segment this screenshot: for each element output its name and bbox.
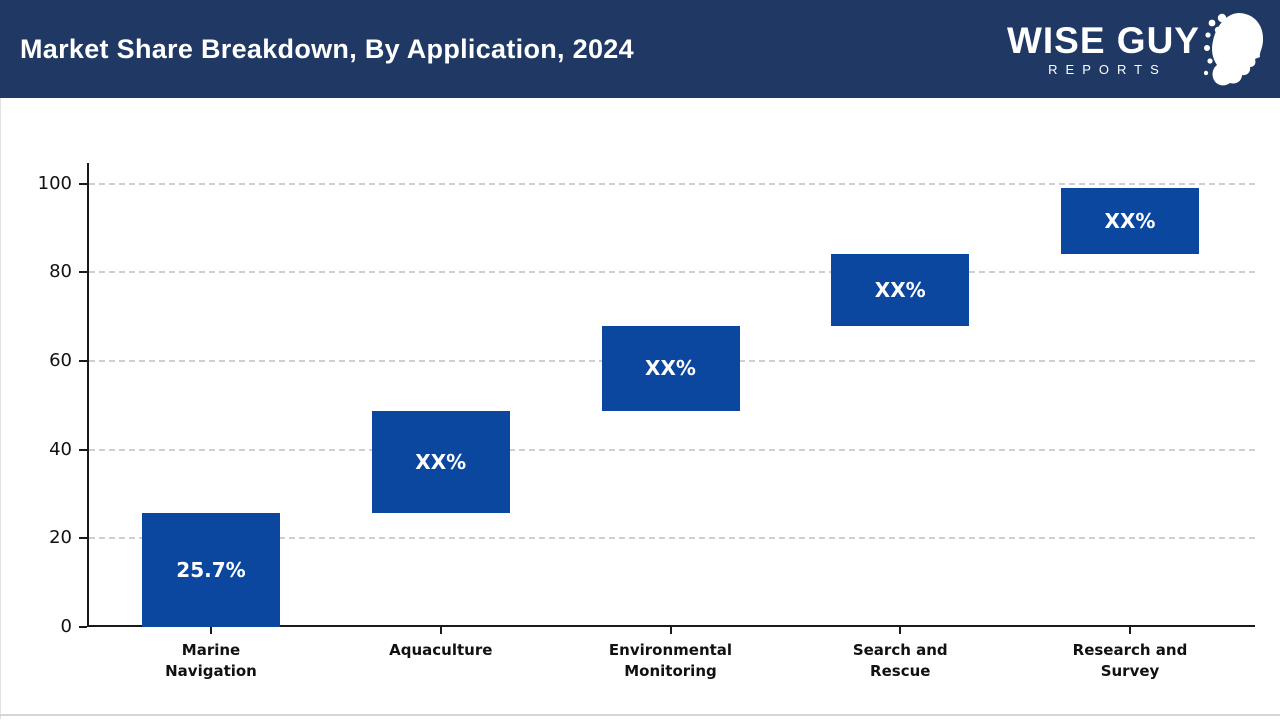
y-tick-label-100: 100: [37, 172, 72, 194]
y-tick-mark-40: [79, 448, 87, 451]
bar-segment: XX%: [371, 411, 510, 514]
y-tick-mark-60: [79, 360, 87, 363]
y-tick-label-60: 60: [49, 350, 72, 372]
logo-face-icon: [1204, 13, 1264, 86]
y-tick-label-80: 80: [49, 261, 72, 283]
bar-segment: XX%: [1061, 188, 1199, 254]
page-title: Market Share Breakdown, By Application, …: [20, 33, 634, 64]
bar-segment: XX%: [831, 253, 970, 326]
gridline-40: [89, 448, 1255, 451]
category-label: Environmental Monitoring: [608, 641, 733, 680]
footer-divider: [0, 714, 1280, 716]
bar-value-label: XX%: [1104, 208, 1156, 233]
category-label: Aquaculture: [389, 641, 493, 659]
header-bar: Market Share Breakdown, By Application, …: [0, 0, 1280, 98]
x-tick-mark: [899, 627, 902, 634]
bar-value-label: XX%: [874, 277, 926, 302]
bar-value-label: XX%: [645, 356, 696, 381]
y-tick-mark-80: [79, 271, 87, 274]
gridline-20: [89, 537, 1255, 540]
bar-segment: 25.7%: [142, 513, 280, 627]
y-tick-label-0: 0: [60, 616, 72, 637]
bar-value-label: 25.7%: [176, 558, 246, 583]
x-tick-mark: [210, 627, 212, 634]
gridline-80: [89, 271, 1255, 274]
x-tick-mark: [669, 627, 672, 634]
category-label: Research and Survey: [1072, 641, 1188, 680]
x-tick-mark: [1129, 627, 1131, 634]
bar-segment: XX%: [601, 325, 740, 412]
y-tick-label-40: 40: [49, 438, 72, 460]
bar-value-label: XX%: [415, 450, 467, 475]
y-tick-mark-0: [79, 626, 87, 628]
y-tick-mark-20: [79, 537, 87, 540]
y-axis-line: [87, 163, 89, 627]
wise-guy-reports-logo: WISE GUY REPORTS: [1007, 11, 1280, 87]
y-tick-label-20: 20: [49, 527, 72, 549]
x-axis-line: [87, 625, 1255, 627]
logo-wordmark: WISE GUY: [1006, 19, 1200, 61]
y-tick-mark-100: [79, 182, 87, 185]
category-label: Search and Rescue: [852, 641, 948, 680]
logo-subtitle: REPORTS: [1048, 61, 1167, 77]
category-label: Marine Navigation: [165, 641, 257, 680]
gridline-100: [89, 182, 1255, 185]
x-tick-mark: [439, 627, 442, 634]
